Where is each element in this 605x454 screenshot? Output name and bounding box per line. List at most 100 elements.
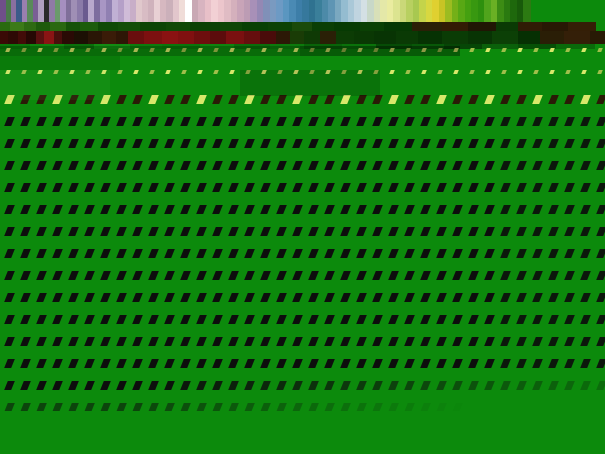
tick-glyph: [484, 315, 495, 324]
tick-glyph: [117, 70, 123, 74]
tick-glyph: [500, 315, 511, 324]
tick-glyph: [500, 161, 511, 170]
tick-glyph: [388, 381, 399, 390]
tick-glyph: [469, 48, 475, 52]
tick-glyph: [356, 139, 367, 148]
noise-cell: [320, 31, 336, 44]
tick-glyph: [36, 293, 47, 302]
tick-glyph: [132, 95, 143, 104]
noise-cell: [380, 0, 387, 22]
tick-glyph: [244, 271, 255, 280]
noise-cell: [335, 0, 341, 22]
tick-glyph: [549, 48, 555, 52]
noise-cell: [66, 22, 80, 31]
tick-glyph: [388, 183, 399, 192]
tick-glyph: [52, 95, 63, 104]
tick-glyph: [197, 70, 203, 74]
tick-glyph: [548, 205, 559, 214]
noise-cell: [492, 31, 518, 44]
tick-glyph: [484, 205, 495, 214]
tick-glyph: [421, 70, 427, 74]
tick-glyph: [421, 48, 427, 52]
tick-row: [0, 222, 605, 244]
noise-cell: [179, 0, 185, 22]
tick-glyph: [85, 48, 91, 52]
tick-glyph: [116, 249, 127, 258]
tick-glyph: [405, 70, 411, 74]
noise-cell: [341, 0, 348, 22]
tick-glyph: [164, 403, 175, 411]
tick-row: [0, 376, 605, 398]
tick-glyph: [68, 337, 79, 346]
tick-glyph: [21, 48, 27, 52]
tick-glyph: [276, 205, 287, 214]
tick-glyph: [36, 183, 47, 192]
tick-glyph: [52, 359, 63, 368]
tick-glyph: [356, 183, 367, 192]
tick-glyph: [148, 205, 159, 214]
tick-glyph: [372, 227, 383, 236]
tick-glyph: [84, 359, 95, 368]
tick-glyph: [453, 70, 459, 74]
tick-row: [0, 156, 605, 178]
tick-glyph: [468, 139, 479, 148]
tick-glyph: [436, 293, 447, 302]
tick-glyph: [244, 227, 255, 236]
tick-glyph: [164, 227, 175, 236]
tick-glyph: [388, 249, 399, 258]
tick-glyph: [452, 359, 463, 368]
tick-glyph: [564, 95, 575, 104]
tick-glyph: [468, 117, 479, 126]
tick-glyph: [516, 227, 527, 236]
tick-glyph: [452, 271, 463, 280]
tick-glyph: [420, 139, 431, 148]
tick-glyph: [324, 403, 335, 411]
tick-glyph: [484, 161, 495, 170]
tick-glyph: [37, 48, 43, 52]
tick-glyph: [324, 381, 335, 390]
tick-glyph: [581, 70, 587, 74]
tick-glyph: [260, 139, 271, 148]
noise-cell: [106, 0, 112, 22]
tick-glyph: [452, 249, 463, 258]
tick-glyph: [276, 271, 287, 280]
tick-glyph: [548, 359, 559, 368]
tick-glyph: [212, 95, 223, 104]
noise-cell: [198, 0, 205, 22]
tick-glyph: [596, 227, 605, 236]
tick-glyph: [372, 293, 383, 302]
tick-glyph: [100, 95, 111, 104]
tick-glyph: [20, 227, 31, 236]
tick-glyph: [340, 381, 351, 390]
noise-cell: [173, 0, 179, 22]
tick-glyph: [52, 227, 63, 236]
noise-cell: [142, 0, 148, 22]
noise-cell: [144, 31, 162, 44]
tick-glyph: [180, 249, 191, 258]
tick-glyph: [276, 293, 287, 302]
noise-cell: [55, 0, 60, 22]
tick-glyph: [469, 70, 475, 74]
noise-cell: [130, 44, 162, 49]
tick-glyph: [212, 161, 223, 170]
tick-glyph: [325, 70, 331, 74]
tick-glyph: [4, 337, 15, 346]
tick-glyph: [180, 183, 191, 192]
tick-glyph: [292, 271, 303, 280]
tick-glyph: [100, 205, 111, 214]
tick-glyph: [436, 183, 447, 192]
tick-glyph: [388, 95, 399, 104]
tick-glyph: [389, 70, 395, 74]
noise-cell: [160, 0, 166, 22]
tick-glyph: [564, 381, 575, 390]
noise-cell: [276, 31, 290, 44]
tick-glyph: [549, 70, 555, 74]
tick-glyph: [596, 95, 605, 104]
noise-cell: [250, 0, 257, 22]
noise-cell: [88, 0, 94, 22]
tick-glyph: [36, 139, 47, 148]
tick-glyph: [20, 205, 31, 214]
tick-glyph: [196, 381, 207, 390]
tick-glyph: [420, 403, 431, 411]
tick-glyph: [228, 403, 239, 411]
